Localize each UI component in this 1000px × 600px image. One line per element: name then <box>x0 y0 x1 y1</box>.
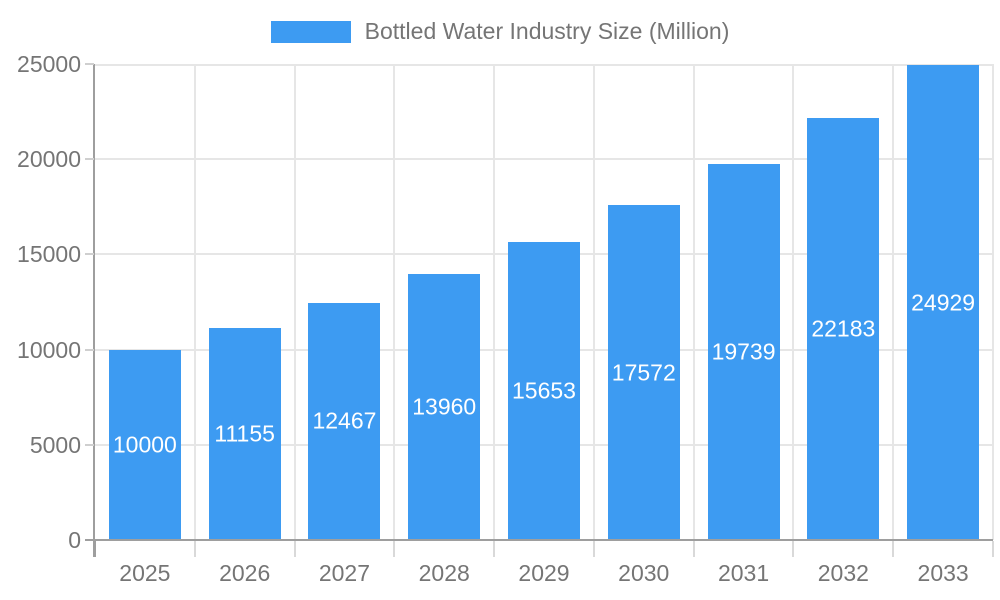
x-axis-tick-label: 2027 <box>318 560 371 586</box>
x-tick-mark <box>493 541 496 557</box>
bar <box>108 349 181 540</box>
legend-swatch <box>270 20 351 43</box>
y-axis-tick-label: 25000 <box>17 51 81 77</box>
y-axis-tick-label: 15000 <box>17 241 81 268</box>
chart-legend: Bottled Water Industry Size (Million) <box>0 18 1000 45</box>
x-gridline <box>892 64 895 540</box>
x-gridline <box>393 64 396 540</box>
bar <box>208 327 281 540</box>
bar-value-label: 17572 <box>611 359 676 386</box>
x-axis-tick-label: 2026 <box>219 560 271 586</box>
x-tick-mark <box>792 541 795 557</box>
y-axis-tick-label: 0 <box>68 527 81 553</box>
bar-value-label: 19739 <box>711 338 776 365</box>
x-tick-mark <box>992 541 994 557</box>
bar <box>408 274 481 540</box>
bar-value-label: 11155 <box>214 420 275 447</box>
bar-value-label: 10000 <box>112 431 177 458</box>
x-axis-tick-label: 2029 <box>518 560 570 586</box>
y-axis-tick-label: 10000 <box>17 336 81 363</box>
bar <box>707 164 780 540</box>
y-tick-mark <box>85 158 94 161</box>
x-tick-mark <box>393 541 396 557</box>
x-tick-mark <box>692 541 695 557</box>
x-gridline <box>792 64 795 540</box>
y-tick-mark <box>85 348 94 351</box>
x-tick-mark <box>293 541 296 557</box>
x-gridline <box>692 64 695 540</box>
y-gridline <box>95 64 993 66</box>
x-tick-mark <box>94 541 96 557</box>
x-axis-tick-label: 2028 <box>418 560 470 586</box>
x-tick-mark <box>592 541 595 557</box>
bar <box>907 65 980 540</box>
x-gridline <box>592 64 595 540</box>
bar-value-label: 24929 <box>911 289 976 316</box>
plot-area: 10000 11155 12467 13960 15653 17572 19739 22183… <box>95 64 994 540</box>
y-axis-tick-label: 20000 <box>17 146 81 173</box>
y-axis-line <box>93 64 95 557</box>
x-axis-line <box>85 539 993 541</box>
x-axis-tick-label: 2032 <box>817 560 869 586</box>
y-tick-mark <box>85 253 94 256</box>
x-gridline <box>493 64 496 540</box>
bar-value-label: 15653 <box>512 377 576 404</box>
x-gridline <box>193 64 196 540</box>
x-axis-tick-label: 2025 <box>119 560 171 586</box>
legend-label: Bottled Water Industry Size (Million) <box>364 18 730 44</box>
bar <box>607 205 680 540</box>
y-tick-mark <box>85 63 94 65</box>
bar-value-label: 12467 <box>312 407 377 434</box>
bar <box>807 117 880 540</box>
x-axis-tick-label: 2033 <box>917 560 969 586</box>
x-gridline <box>293 64 296 540</box>
x-tick-mark <box>892 541 895 557</box>
y-axis-tick-label: 5000 <box>29 431 81 458</box>
x-axis-tick-label: 2030 <box>618 560 670 586</box>
bar <box>508 241 580 540</box>
x-tick-mark <box>193 541 196 557</box>
bar <box>308 302 381 540</box>
bar-value-label: 13960 <box>412 393 477 420</box>
bar-value-label: 22183 <box>811 315 876 342</box>
y-gridline <box>95 158 993 161</box>
x-gridline <box>992 64 994 540</box>
y-tick-mark <box>85 443 94 446</box>
x-axis-tick-label: 2031 <box>717 560 770 586</box>
